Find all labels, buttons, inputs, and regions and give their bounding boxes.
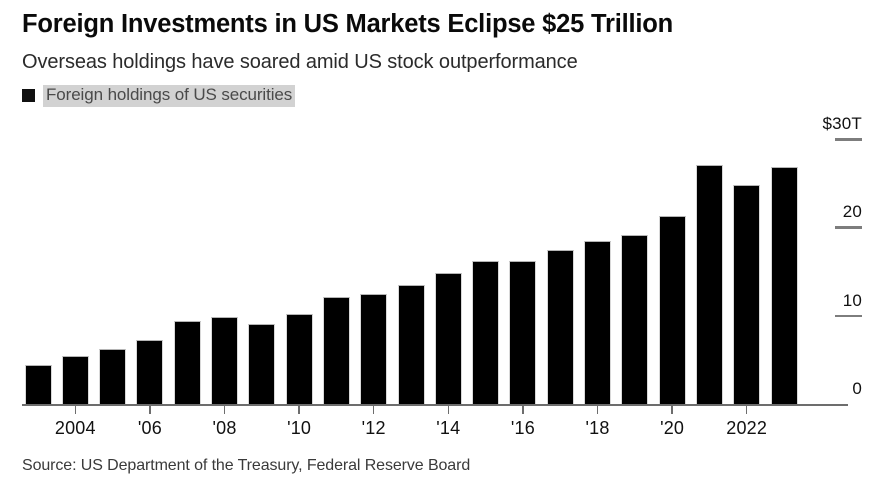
- bar-2018[interactable]: [584, 240, 611, 405]
- x-tick-2008: [223, 405, 226, 414]
- x-tick-2012: [372, 405, 375, 414]
- bar-2022[interactable]: [733, 185, 761, 405]
- x-axis-label-2018: '18: [585, 418, 610, 438]
- bar-2005[interactable]: [99, 348, 127, 405]
- bar-2009[interactable]: [248, 323, 276, 405]
- y-tick-group-30: $30T: [822, 115, 862, 141]
- x-tick-2014: [447, 405, 450, 414]
- x-tick-2004: [74, 405, 77, 414]
- plot-area: [22, 120, 828, 405]
- legend-swatch-icon: [22, 89, 35, 103]
- y-axis-label-20: 20: [842, 202, 862, 222]
- x-axis-label-2020: '20: [660, 418, 685, 438]
- bar-2017[interactable]: [546, 250, 574, 405]
- x-axis-label-2022: 2022: [726, 418, 768, 438]
- bar-2003[interactable]: [24, 365, 52, 405]
- y-tick-rule-20: [835, 226, 862, 229]
- y-axis-label-10: 10: [842, 290, 862, 310]
- bar-2010[interactable]: [285, 314, 313, 405]
- x-tick-2016: [522, 405, 524, 414]
- bar-2021[interactable]: [695, 164, 723, 405]
- page-subtitle: Overseas holdings have soared amid US st…: [22, 51, 578, 73]
- y-tick-rule-10: [835, 314, 862, 318]
- bar-2023[interactable]: [770, 167, 798, 405]
- y-tick-rule-30: [835, 138, 862, 141]
- x-axis-label-2008: '08: [212, 418, 237, 438]
- x-tick-2006: [149, 405, 151, 414]
- bar-2013[interactable]: [397, 284, 425, 405]
- bar-2019[interactable]: [621, 234, 649, 405]
- bar-2015[interactable]: [472, 261, 500, 405]
- page-title: Foreign Investments in US Markets Eclips…: [22, 10, 673, 38]
- y-tick-rule-0: [835, 403, 862, 406]
- y-tick-group-10: 10: [835, 292, 862, 318]
- bar-2012[interactable]: [360, 293, 388, 405]
- x-tick-2020: [671, 405, 673, 414]
- bar-2004[interactable]: [61, 355, 89, 405]
- bar-2020[interactable]: [658, 216, 686, 405]
- bar-2011[interactable]: [322, 297, 350, 405]
- y-axis-label-0: 0: [852, 379, 862, 398]
- x-axis-line: [22, 404, 848, 406]
- bar-series: [22, 120, 828, 405]
- bar-2006[interactable]: [136, 339, 164, 405]
- bar-2014[interactable]: [434, 272, 462, 405]
- x-tick-2022: [745, 405, 748, 414]
- chart-legend: Foreign holdings of US securities: [22, 85, 296, 107]
- x-tick-2010: [298, 405, 300, 414]
- source-note: Source: US Department of the Treasury, F…: [22, 457, 471, 474]
- bar-2007[interactable]: [173, 321, 201, 405]
- x-tick-2018: [596, 405, 599, 414]
- y-tick-group-20: 20: [835, 203, 862, 229]
- x-axis-label-2014: '14: [436, 418, 461, 438]
- x-axis-label-2004: 2004: [54, 418, 96, 438]
- x-axis-label-2010: '10: [287, 418, 312, 438]
- x-axis-label-2016: '16: [510, 418, 535, 438]
- x-axis-label-2006: '06: [137, 418, 162, 438]
- x-axis-label-2012: '12: [361, 418, 386, 438]
- bar-2016[interactable]: [509, 261, 537, 405]
- y-axis-label-30: $30T: [822, 114, 862, 134]
- legend-item-label: Foreign holdings of US securities: [43, 85, 296, 107]
- y-tick-group-0: 0: [835, 380, 862, 406]
- bar-2008[interactable]: [211, 316, 238, 405]
